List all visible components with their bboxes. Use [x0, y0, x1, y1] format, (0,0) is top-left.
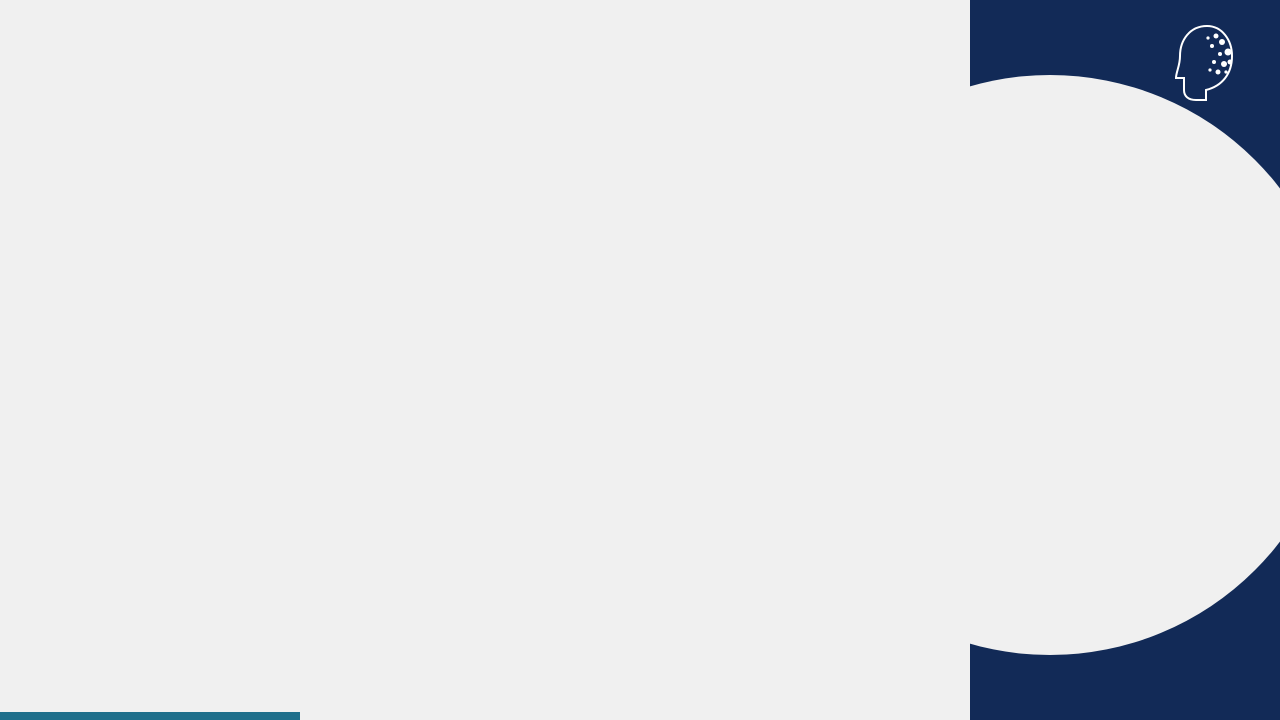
chart-canvas	[0, 0, 1280, 720]
legend	[555, 168, 733, 186]
legend-swatch-2024	[555, 168, 607, 186]
legend-swatch-2032	[667, 168, 719, 186]
bottom-accent-strip	[0, 712, 300, 720]
legend-item-2032	[667, 168, 733, 186]
brand-head-icon	[1172, 22, 1242, 102]
legend-item-2024	[555, 168, 621, 186]
plot-area	[100, 200, 920, 630]
x-label-refined	[100, 630, 310, 636]
